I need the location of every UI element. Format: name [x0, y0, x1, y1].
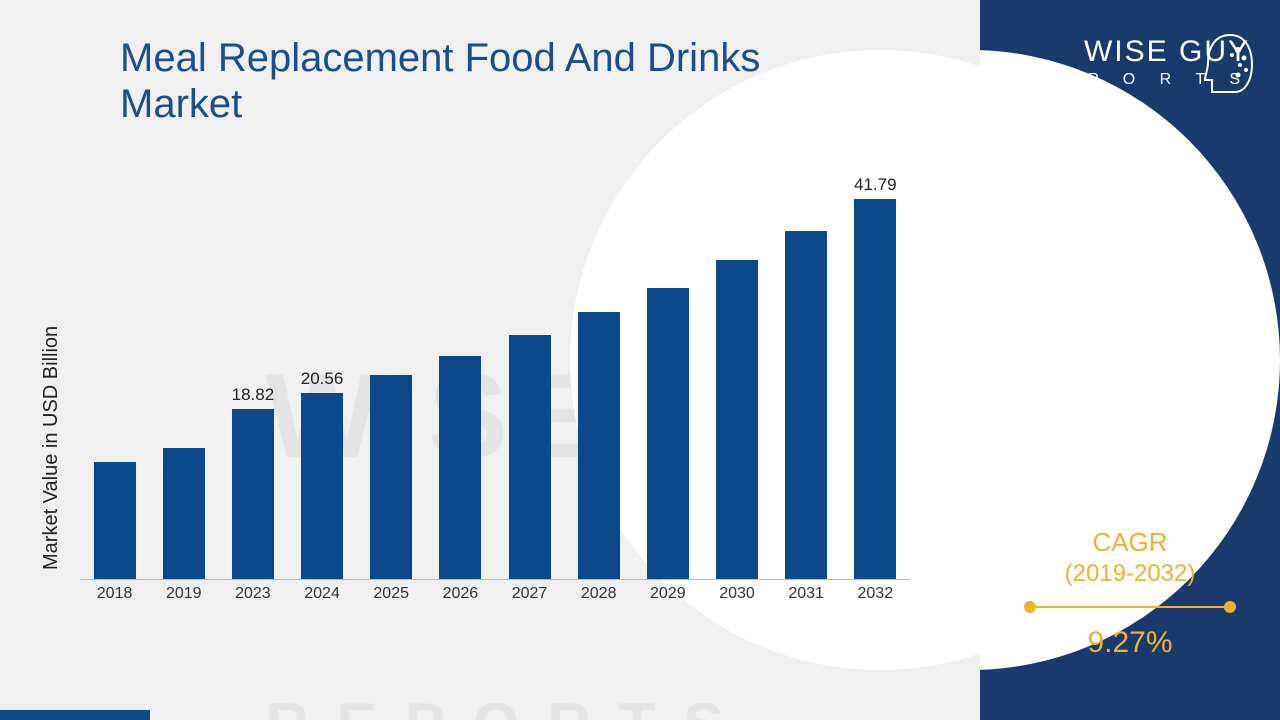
- bar: [301, 393, 343, 580]
- x-tick-label: 2027: [500, 585, 560, 603]
- x-tick-label: 2031: [776, 585, 836, 603]
- x-tick-label: 2030: [707, 585, 767, 603]
- x-tick-label: 2026: [430, 585, 490, 603]
- x-tick-label: 2032: [845, 585, 905, 603]
- bar: [854, 199, 896, 580]
- watermark-line2: REPORTS: [265, 691, 751, 720]
- bar-col: [361, 351, 421, 580]
- bar-col: [154, 424, 214, 580]
- x-tick-label: 2028: [569, 585, 629, 603]
- bar: [232, 409, 274, 580]
- bar: [509, 335, 551, 580]
- bar-col: 18.82: [223, 385, 283, 580]
- bar-col: 41.79: [845, 175, 905, 580]
- cagr-title: CAGR: [1020, 527, 1240, 558]
- bar-value-label: 41.79: [854, 175, 897, 195]
- head-icon: [1200, 30, 1260, 100]
- x-tick-label: 2029: [638, 585, 698, 603]
- x-tick-label: 2024: [292, 585, 352, 603]
- x-axis-line: [80, 579, 910, 580]
- bar-value-label: 18.82: [232, 385, 275, 405]
- bar: [716, 260, 758, 580]
- x-tick-label: 2023: [223, 585, 283, 603]
- bar: [578, 312, 620, 580]
- bar-col: [500, 311, 560, 580]
- bar-col: 20.56: [292, 369, 352, 580]
- cagr-range: (2019-2032): [1020, 560, 1240, 588]
- bar: [163, 448, 205, 580]
- bars-container: 18.82 20.56 41.79: [80, 170, 910, 580]
- bar-value-label: 20.56: [301, 369, 344, 389]
- bar-col: [85, 438, 145, 580]
- bar: [785, 231, 827, 580]
- cagr-block: CAGR (2019-2032) 9.27%: [1020, 527, 1240, 660]
- x-tick-label: 2019: [154, 585, 214, 603]
- bar-col: [430, 332, 490, 580]
- plot-area: 18.82 20.56 41.79: [80, 170, 910, 580]
- bar-col: [707, 236, 767, 580]
- chart-title: Meal Replacement Food And Drinks Market: [120, 35, 880, 127]
- bar: [94, 462, 136, 580]
- chart-canvas: WISE GUY REPORTS Meal Replacement Food A…: [0, 0, 1280, 720]
- y-axis-label: Market Value in USD Billion: [40, 326, 63, 570]
- cagr-divider: [1030, 606, 1230, 608]
- bar: [647, 288, 689, 580]
- x-tick-label: 2018: [85, 585, 145, 603]
- cagr-value: 9.27%: [1020, 626, 1240, 660]
- bar: [439, 356, 481, 580]
- bar-col: [638, 264, 698, 580]
- bottom-accent-bar: [0, 710, 150, 720]
- bar-col: [569, 288, 629, 580]
- x-tick-label: 2025: [361, 585, 421, 603]
- bar: [370, 375, 412, 580]
- bar-col: [776, 207, 836, 580]
- x-labels: 2018 2019 2023 2024 2025 2026 2027 2028 2029 2030…: [80, 585, 910, 603]
